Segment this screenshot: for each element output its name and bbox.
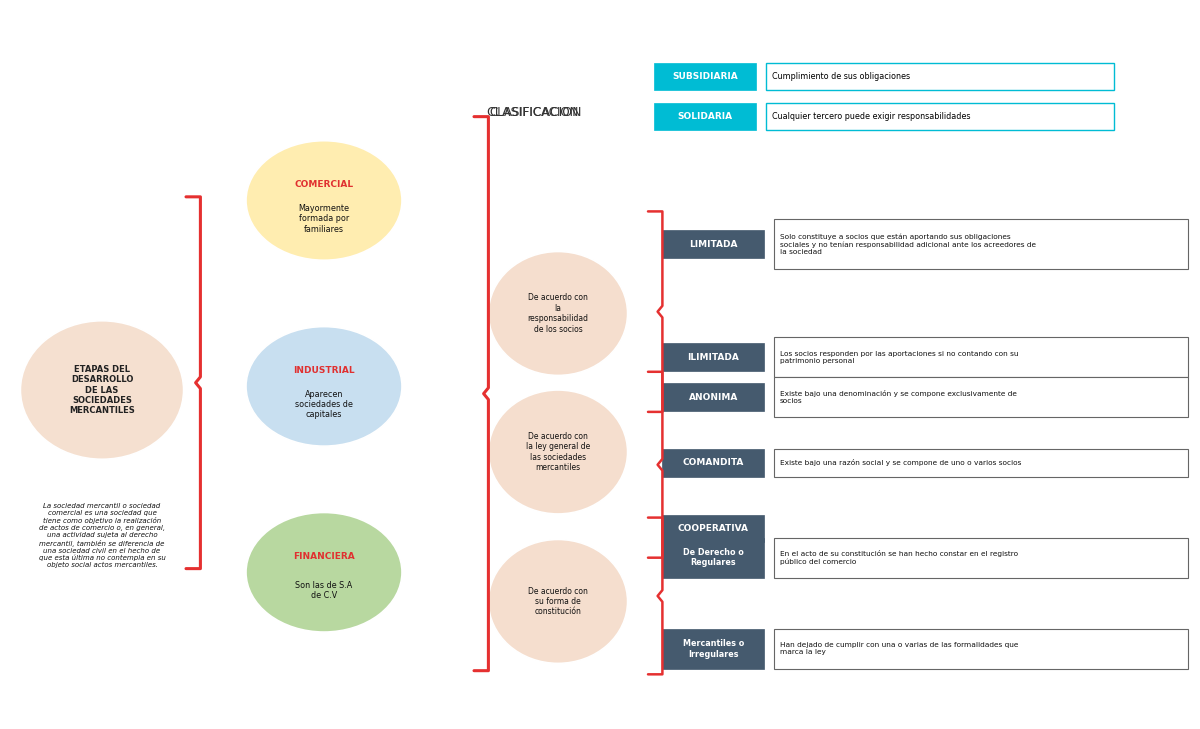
Text: COOPERATIVA: COOPERATIVA [678, 524, 749, 533]
Bar [774, 538, 1188, 577]
Text: Existe bajo una razón social y se compone de uno o varios socios: Existe bajo una razón social y se compon… [780, 459, 1021, 467]
Text: Mayormente
formada por
familiares: Mayormente formada por familiares [299, 204, 349, 233]
Bar [766, 63, 1114, 90]
Text: De Derecho o
Regulares: De Derecho o Regulares [683, 548, 744, 567]
Bar [774, 219, 1188, 269]
Bar [774, 337, 1188, 378]
Ellipse shape [246, 141, 402, 260]
Bar [662, 538, 764, 577]
Text: Son las de S.A
de C.V: Son las de S.A de C.V [295, 581, 353, 600]
Text: La sociedad mercantil o sociedad
comercial es una sociedad que
tiene como objeti: La sociedad mercantil o sociedad comerci… [38, 503, 166, 569]
Ellipse shape [246, 512, 402, 632]
Text: CLASIFICACION: CLASIFICACION [486, 106, 582, 120]
Text: ILIMITADA: ILIMITADA [688, 353, 739, 362]
Text: FINANCIERA: FINANCIERA [293, 552, 355, 561]
Bar [662, 343, 764, 371]
Bar [654, 103, 756, 130]
Bar [662, 515, 764, 542]
Text: SUBSIDIARIA: SUBSIDIARIA [672, 72, 738, 81]
Text: Aparecen
sociedades de
capitales: Aparecen sociedades de capitales [295, 390, 353, 419]
Bar [774, 378, 1188, 417]
Text: ANONIMA: ANONIMA [689, 393, 738, 402]
Text: Existe bajo una denominación y se compone exclusivamente de
socios: Existe bajo una denominación y se compon… [780, 390, 1016, 405]
Text: En el acto de su constitución se han hecho constar en el registro
público del co: En el acto de su constitución se han hec… [780, 550, 1018, 565]
Ellipse shape [488, 539, 628, 663]
Bar [662, 383, 764, 411]
Text: Han dejado de cumplir con una o varias de las formalidades que
marca la ley: Han dejado de cumplir con una o varias d… [780, 642, 1019, 655]
Bar [766, 103, 1114, 130]
Text: De acuerdo con
su forma de
constitución: De acuerdo con su forma de constitución [528, 587, 588, 616]
Ellipse shape [246, 327, 402, 446]
Text: Los socios responden por las aportaciones si no contando con su
patrimonio perso: Los socios responden por las aportacione… [780, 351, 1019, 364]
Bar [662, 449, 764, 477]
Text: ETAPAS DEL
DESARROLLO
DE LAS
SOCIEDADES
MERCANTILES: ETAPAS DEL DESARROLLO DE LAS SOCIEDADES … [70, 364, 134, 416]
Bar [662, 628, 764, 669]
Ellipse shape [488, 252, 628, 375]
Text: COMANDITA: COMANDITA [683, 459, 744, 467]
Text: Solo constituye a socios que están aportando sus obligaciones
sociales y no tení: Solo constituye a socios que están aport… [780, 234, 1036, 254]
Bar [774, 449, 1188, 477]
Bar [774, 628, 1188, 669]
Text: SOLIDARIA: SOLIDARIA [678, 112, 732, 121]
Text: Cumplimiento de sus obligaciones: Cumplimiento de sus obligaciones [772, 72, 910, 81]
Text: CLASIFICACION: CLASIFICACION [490, 106, 578, 120]
Text: COMERCIAL: COMERCIAL [294, 180, 354, 189]
Bar [662, 230, 764, 258]
Text: De acuerdo con
la ley general de
las sociedades
mercantiles: De acuerdo con la ley general de las soc… [526, 432, 590, 472]
Bar [654, 63, 756, 90]
Text: Cualquier tercero puede exigir responsabilidades: Cualquier tercero puede exigir responsab… [772, 112, 970, 121]
Text: INDUSTRIAL: INDUSTRIAL [293, 366, 355, 375]
Text: De acuerdo con
la
responsabilidad
de los socios: De acuerdo con la responsabilidad de los… [528, 293, 588, 334]
Text: Mercantiles o
Irregulares: Mercantiles o Irregulares [683, 639, 744, 658]
Text: LIMITADA: LIMITADA [689, 240, 738, 249]
Ellipse shape [488, 390, 628, 514]
Ellipse shape [20, 321, 184, 459]
